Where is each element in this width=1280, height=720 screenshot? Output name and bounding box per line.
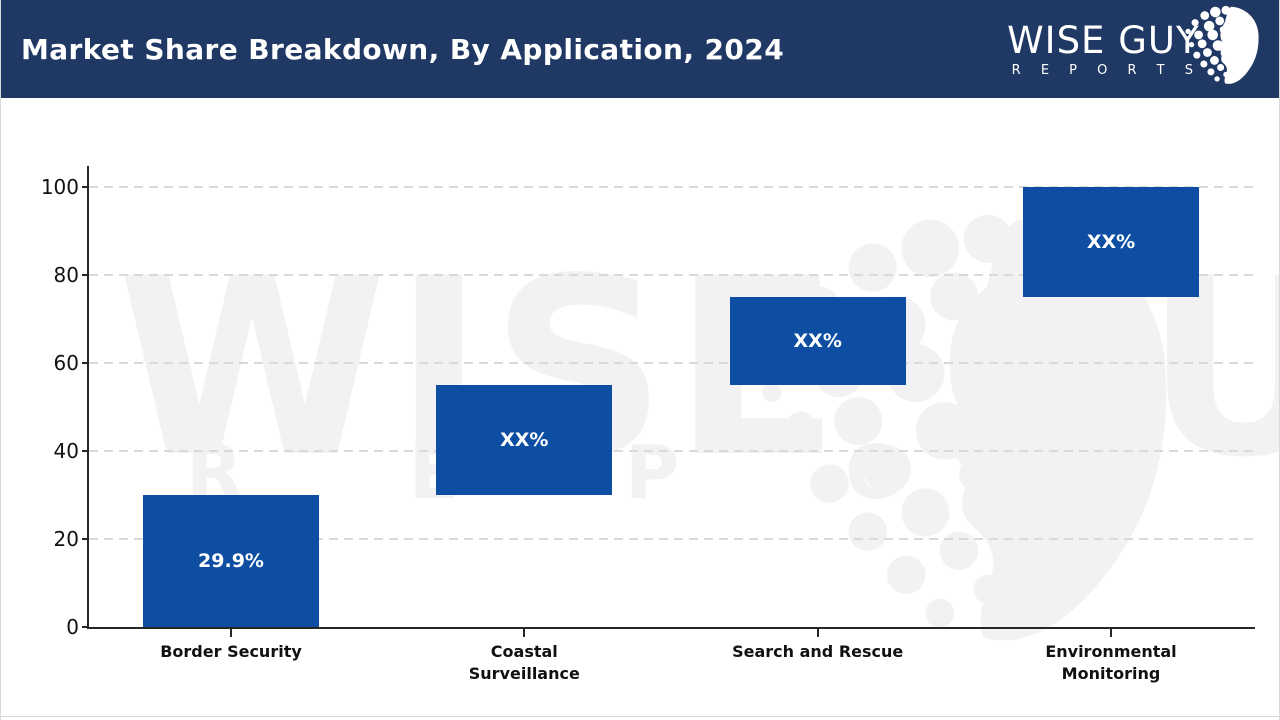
- logo-brand-text: WISE GUY: [1007, 19, 1200, 62]
- category-label: Search and Rescue: [732, 642, 904, 661]
- y-axis-tick: [82, 362, 89, 364]
- y-tick-label: 100: [40, 175, 79, 199]
- x-axis-tick: [230, 629, 232, 637]
- x-axis-tick: [816, 629, 819, 637]
- gridline: [89, 362, 1255, 364]
- bar-value-label: 29.9%: [198, 550, 264, 573]
- y-tick-label: 20: [53, 527, 79, 551]
- bar-value-label: XX%: [793, 330, 842, 352]
- y-axis-tick: [82, 538, 89, 540]
- x-axis-tick: [523, 629, 526, 637]
- category-label: Coastal Surveillance: [468, 642, 580, 683]
- y-axis-line: [87, 166, 89, 629]
- gridline: [89, 538, 1255, 540]
- bottom-border-line: [1, 716, 1279, 717]
- y-axis-tick: [82, 274, 89, 276]
- y-axis-tick: [82, 450, 89, 452]
- page-title: Market Share Breakdown, By Application, …: [21, 32, 785, 66]
- bar: XX%: [1023, 187, 1199, 297]
- x-axis-tick: [1110, 629, 1112, 637]
- logo-reports-text: R E P O R T S: [1011, 63, 1201, 78]
- gridline: [89, 274, 1255, 276]
- category-label: Border Security: [160, 642, 302, 661]
- y-tick-label: 60: [53, 351, 79, 375]
- bar-value-label: XX%: [500, 429, 549, 452]
- category-label: Environmental Monitoring: [1045, 642, 1177, 683]
- y-tick-label: 40: [53, 439, 79, 463]
- logo-text: WISE GUY R E P O R T S: [1006, 22, 1201, 77]
- y-tick-label: 80: [53, 263, 79, 287]
- dotted-head-icon: [1184, 5, 1259, 84]
- x-axis-line: [87, 627, 1255, 629]
- header: Market Share Breakdown, By Application, …: [1, 0, 1279, 98]
- gridline: [89, 186, 1255, 188]
- bar: XX%: [436, 385, 613, 496]
- bar: XX%: [729, 297, 906, 385]
- y-axis-tick: [82, 186, 89, 188]
- y-tick-label: 0: [66, 615, 79, 639]
- gridline: [89, 450, 1255, 452]
- y-axis-tick: [82, 626, 89, 628]
- bar-value-label: XX%: [1086, 231, 1136, 253]
- bar: 29.9%: [143, 495, 319, 627]
- chart-area: WISE GUY R E P O R T S 02040608010029.9%…: [1, 98, 1279, 720]
- logo: WISE GUY R E P O R T S: [1007, 0, 1271, 98]
